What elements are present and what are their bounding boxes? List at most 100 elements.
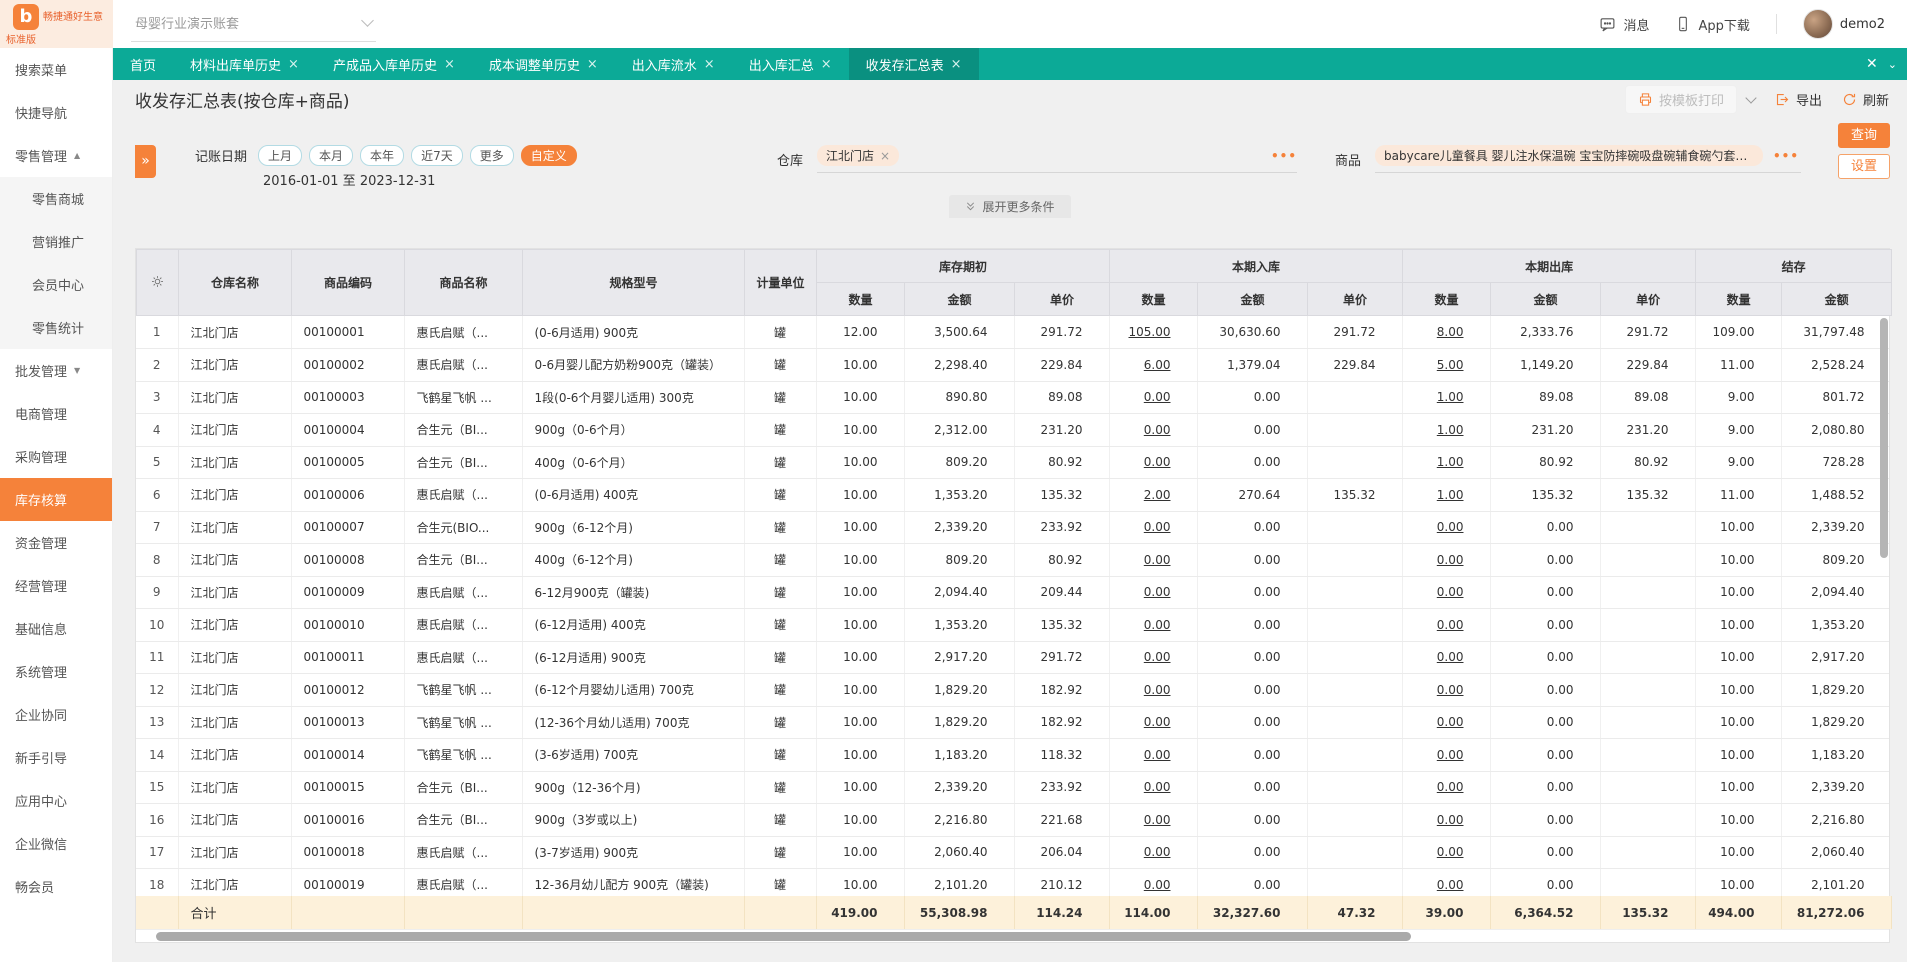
sidebar-item[interactable]: 新手引导 — [0, 736, 112, 779]
sidebar-item[interactable]: 营销推广 — [0, 220, 112, 263]
sidebar-item[interactable]: 电商管理 — [0, 392, 112, 435]
qty-drilldown-link[interactable]: 0.00 — [1436, 617, 1464, 632]
sidebar-item[interactable]: 快捷导航 — [0, 91, 112, 134]
sidebar-item[interactable]: 零售统计 — [0, 306, 112, 349]
warehouse-more-icon[interactable]: ••• — [1271, 148, 1298, 163]
sidebar-item[interactable]: 零售管理 ▲ — [0, 134, 112, 177]
qty-drilldown-link[interactable]: 1.00 — [1436, 390, 1464, 405]
sidebar-item[interactable]: 搜索菜单 — [0, 48, 112, 91]
qty-drilldown-link[interactable]: 0.00 — [1436, 812, 1464, 827]
date-range-pill[interactable]: 本月 — [309, 145, 354, 166]
warehouse-tag-close-icon[interactable]: × — [880, 148, 891, 163]
tab[interactable]: 出入库汇总 × — [732, 48, 849, 80]
user-menu[interactable]: demo2 — [1802, 9, 1885, 39]
qty-drilldown-link[interactable]: 1.00 — [1436, 422, 1464, 437]
refresh-button[interactable]: 刷新 — [1842, 90, 1889, 109]
sidebar-item[interactable]: 基础信息 — [0, 607, 112, 650]
qty-drilldown-link[interactable]: 6.00 — [1143, 357, 1171, 372]
tab-close-icon[interactable]: × — [586, 56, 598, 72]
date-range-pill[interactable]: 上月 — [258, 145, 303, 166]
close-all-tabs-icon[interactable]: ✕ — [1866, 56, 1878, 72]
sidebar-item[interactable]: 畅会员 — [0, 865, 112, 908]
sidebar-item[interactable]: 企业微信 — [0, 822, 112, 865]
qty-drilldown-link[interactable]: 0.00 — [1143, 617, 1171, 632]
sidebar-item[interactable]: 经营管理 — [0, 564, 112, 607]
warehouse-field[interactable]: 江北门店 × ••• — [817, 145, 1298, 173]
qty-drilldown-link[interactable]: 0.00 — [1143, 552, 1171, 567]
qty-drilldown-link[interactable]: 2.00 — [1143, 487, 1171, 502]
qty-drilldown-link[interactable]: 0.00 — [1143, 682, 1171, 697]
search-button[interactable]: 查询 — [1838, 123, 1890, 148]
qty-drilldown-link[interactable]: 0.00 — [1143, 520, 1171, 535]
warehouse-tag[interactable]: 江北门店 × — [817, 145, 900, 166]
qty-drilldown-link[interactable]: 0.00 — [1143, 780, 1171, 795]
account-select[interactable]: 母婴行业演示账套 — [131, 7, 376, 42]
tab-close-icon[interactable]: × — [288, 56, 299, 72]
tab[interactable]: 材料出库单历史 × — [173, 48, 316, 80]
date-range-pill[interactable]: 更多 — [469, 145, 514, 166]
product-field[interactable]: babycare儿童餐具 婴儿注水保温碗 宝宝防摔碗吸盘碗辅食碗勺套装 雀湖绿 … — [1375, 145, 1802, 173]
qty-drilldown-link[interactable]: 0.00 — [1143, 650, 1171, 665]
horizontal-scrollbar[interactable] — [156, 932, 1411, 941]
tab-close-icon[interactable]: × — [950, 56, 962, 72]
sidebar-item[interactable]: 企业协同 — [0, 693, 112, 736]
tabs-menu-icon[interactable]: ⌄ — [1887, 57, 1897, 71]
qty-drilldown-link[interactable]: 0.00 — [1143, 845, 1171, 860]
product-more-icon[interactable]: ••• — [1773, 148, 1800, 163]
vertical-scrollbar[interactable] — [1880, 318, 1888, 558]
qty-drilldown-link[interactable]: 0.00 — [1436, 682, 1464, 697]
sidebar-item[interactable]: 会员中心 — [0, 263, 112, 306]
qty-drilldown-link[interactable]: 0.00 — [1143, 390, 1171, 405]
qty-drilldown-link[interactable]: 0.00 — [1436, 650, 1464, 665]
print-dropdown-icon[interactable] — [1745, 91, 1757, 104]
sidebar-item[interactable]: 应用中心 — [0, 779, 112, 822]
sidebar-item[interactable]: 资金管理 — [0, 521, 112, 564]
qty-drilldown-link[interactable]: 0.00 — [1436, 585, 1464, 600]
qty-drilldown-link[interactable]: 105.00 — [1128, 325, 1171, 339]
qty-drilldown-link[interactable]: 0.00 — [1436, 520, 1464, 535]
qty-drilldown-link[interactable]: 1.00 — [1436, 455, 1464, 470]
qty-drilldown-link[interactable]: 0.00 — [1143, 455, 1171, 470]
qty-drilldown-link[interactable]: 0.00 — [1143, 747, 1171, 762]
export-button[interactable]: 导出 — [1775, 90, 1822, 109]
tab[interactable]: 出入库流水 × — [615, 48, 732, 80]
column-settings-gear-icon[interactable] — [136, 249, 179, 316]
qty-drilldown-link[interactable]: 0.00 — [1436, 747, 1464, 762]
date-range-pill[interactable]: 近7天 — [411, 145, 463, 166]
messages-link[interactable]: 消息 — [1599, 15, 1649, 34]
qty-drilldown-link[interactable]: 1.00 — [1436, 487, 1464, 502]
warehouse-cell: 江北门店 — [178, 706, 292, 739]
product-tag[interactable]: babycare儿童餐具 婴儿注水保温碗 宝宝防摔碗吸盘碗辅食碗勺套装 雀湖绿 … — [1375, 145, 1764, 166]
tab[interactable]: 产成品入库单历史 × — [316, 48, 472, 80]
qty-drilldown-link[interactable]: 0.00 — [1436, 845, 1464, 860]
qty-drilldown-link[interactable]: 0.00 — [1436, 715, 1464, 730]
qty-drilldown-link[interactable]: 0.00 — [1143, 877, 1171, 892]
tab-close-icon[interactable]: × — [820, 56, 832, 72]
sidebar-item[interactable]: 系统管理 — [0, 650, 112, 693]
print-by-template-button[interactable]: 按模板打印 — [1624, 84, 1737, 114]
qty-drilldown-link[interactable]: 0.00 — [1436, 877, 1464, 892]
qty-drilldown-link[interactable]: 0.00 — [1143, 585, 1171, 600]
qty-drilldown-link[interactable]: 0.00 — [1143, 812, 1171, 827]
qty-drilldown-link[interactable]: 8.00 — [1436, 325, 1464, 339]
qty-drilldown-link[interactable]: 0.00 — [1436, 780, 1464, 795]
sidebar-item[interactable]: 采购管理 — [0, 435, 112, 478]
collapse-filter-button[interactable]: » — [135, 145, 156, 178]
qty-drilldown-link[interactable]: 0.00 — [1143, 422, 1171, 437]
qty-drilldown-link[interactable]: 0.00 — [1143, 715, 1171, 730]
qty-drilldown-link[interactable]: 0.00 — [1436, 552, 1464, 567]
tab[interactable]: 首页 — [113, 48, 173, 80]
app-download-link[interactable]: App下载 — [1675, 15, 1750, 34]
sidebar-item[interactable]: 零售商城 — [0, 177, 112, 220]
sidebar-item[interactable]: 库存核算 — [0, 478, 112, 521]
tab-close-icon[interactable]: × — [703, 56, 715, 72]
sidebar-item[interactable]: 批发管理 ▼ — [0, 349, 112, 392]
tab[interactable]: 成本调整单历史 × — [472, 48, 615, 80]
date-range-pill[interactable]: 本年 — [360, 145, 405, 166]
tab-close-icon[interactable]: × — [443, 56, 455, 72]
settings-button[interactable]: 设置 — [1838, 154, 1890, 179]
expand-more-button[interactable]: 展开更多条件 — [949, 195, 1071, 218]
tab-active[interactable]: 收发存汇总表 × — [848, 48, 979, 80]
custom-range-pill[interactable]: 自定义 — [520, 145, 577, 166]
qty-drilldown-link[interactable]: 5.00 — [1436, 357, 1464, 372]
